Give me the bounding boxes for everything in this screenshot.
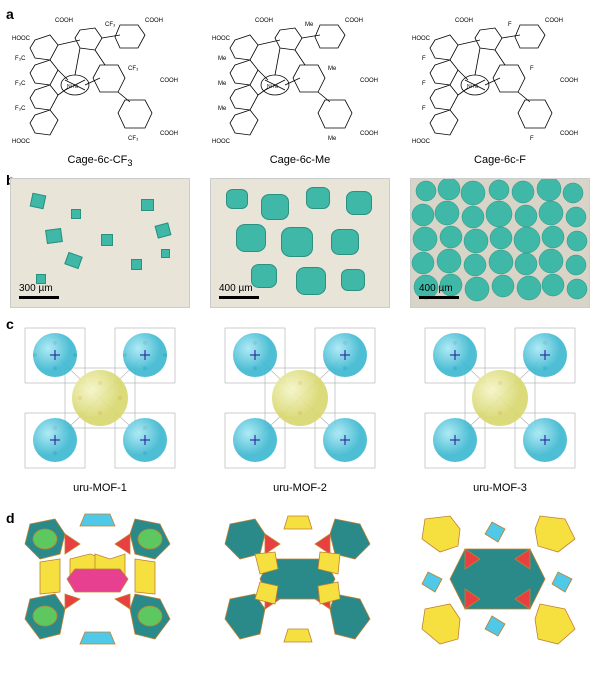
scalebar-1: 400 µm bbox=[219, 283, 259, 299]
svg-text:COOH: COOH bbox=[560, 78, 578, 84]
sub-label: CF₃ bbox=[128, 136, 139, 142]
micro-cell-0: 300 µm bbox=[10, 178, 190, 308]
chem-structure-1: COOH COOH COOH COOH HOOC HOOC Me Me Me M… bbox=[210, 10, 390, 150]
chem-structure-2: COOH COOH COOH COOH HOOC HOOC F F F F F … bbox=[410, 10, 590, 150]
svg-text:Me: Me bbox=[305, 22, 314, 28]
mof-cell-1: uru-MOF-2 bbox=[210, 318, 390, 494]
mof-caption-1: uru-MOF-2 bbox=[210, 482, 390, 494]
scalebar-2: 400 µm bbox=[419, 283, 459, 299]
svg-text:Me: Me bbox=[218, 56, 227, 62]
micro-cell-1: 400 µm bbox=[210, 178, 390, 308]
svg-text:COOH: COOH bbox=[345, 18, 363, 24]
chem-cell-2: COOH COOH COOH COOH HOOC HOOC F F F F F … bbox=[410, 10, 590, 168]
figure: a bbox=[0, 0, 600, 662]
svg-text:HOOC: HOOC bbox=[212, 139, 231, 145]
svg-text:HOOC: HOOC bbox=[412, 36, 431, 42]
row-a: COOH COOH COOH COOH HOOC HOOC F₃C F₃C F₃… bbox=[10, 10, 590, 168]
svg-text:Ni Ni: Ni Ni bbox=[67, 84, 78, 90]
row-c: uru-MOF-1 bbox=[10, 318, 590, 494]
sub-label: CF₃ bbox=[105, 22, 116, 28]
svg-text:COOH: COOH bbox=[360, 131, 378, 137]
svg-text:COOH: COOH bbox=[545, 18, 563, 24]
mof-cell-0: uru-MOF-1 bbox=[10, 318, 190, 494]
cooh-label: HOOC bbox=[12, 36, 31, 42]
cooh-label: COOH bbox=[55, 18, 73, 24]
micrograph-0: 300 µm bbox=[10, 178, 190, 308]
svg-text:F: F bbox=[508, 22, 512, 28]
svg-text:COOH: COOH bbox=[455, 18, 473, 24]
scalebar-0: 300 µm bbox=[19, 283, 59, 299]
cooh-label: COOH bbox=[160, 131, 178, 137]
mof-structure-0 bbox=[10, 318, 190, 478]
sub-label: F₃C bbox=[15, 106, 26, 112]
svg-text:F: F bbox=[530, 66, 534, 72]
mof-structure-1 bbox=[210, 318, 390, 478]
poly-cell-1 bbox=[210, 504, 390, 654]
sub-label: F₃C bbox=[15, 81, 26, 87]
svg-text:F: F bbox=[530, 136, 534, 142]
svg-text:COOH: COOH bbox=[360, 78, 378, 84]
cooh-label: HOOC bbox=[12, 139, 31, 145]
chem-structure-0: COOH COOH COOH COOH HOOC HOOC F₃C F₃C F₃… bbox=[10, 10, 190, 150]
polyhedra-2 bbox=[410, 504, 590, 654]
poly-cell-2 bbox=[410, 504, 590, 654]
svg-text:F: F bbox=[422, 56, 426, 62]
mof-structure-2 bbox=[410, 318, 590, 478]
polyhedra-1 bbox=[210, 504, 390, 654]
mof-cell-2: uru-MOF-3 bbox=[410, 318, 590, 494]
svg-text:Me: Me bbox=[328, 66, 337, 72]
chem-caption-0: Cage-6c-CF3 bbox=[10, 154, 190, 168]
svg-text:HOOC: HOOC bbox=[412, 139, 431, 145]
chem-cell-1: COOH COOH COOH COOH HOOC HOOC Me Me Me M… bbox=[210, 10, 390, 168]
sub-label: F₃C bbox=[15, 56, 26, 62]
svg-text:COOH: COOH bbox=[255, 18, 273, 24]
cooh-label: COOH bbox=[145, 18, 163, 24]
row-d bbox=[10, 504, 590, 654]
polyhedra-0 bbox=[10, 504, 190, 654]
micrograph-2: 400 µm bbox=[410, 178, 590, 308]
svg-text:Me: Me bbox=[218, 106, 227, 112]
svg-text:F: F bbox=[422, 81, 426, 87]
mof-caption-2: uru-MOF-3 bbox=[410, 482, 590, 494]
svg-text:Ni Ni: Ni Ni bbox=[467, 84, 478, 90]
svg-text:COOH: COOH bbox=[560, 131, 578, 137]
svg-text:Me: Me bbox=[328, 136, 337, 142]
svg-text:F: F bbox=[422, 106, 426, 112]
row-b: 300 µm 400 µm bbox=[10, 178, 590, 308]
svg-text:Ni Ni: Ni Ni bbox=[267, 84, 278, 90]
svg-text:Me: Me bbox=[218, 81, 227, 87]
sub-label: CF₃ bbox=[128, 66, 139, 72]
chem-caption-2: Cage-6c-F bbox=[410, 154, 590, 166]
cooh-label: COOH bbox=[160, 78, 178, 84]
micro-cell-2: 400 µm bbox=[410, 178, 590, 308]
micrograph-1: 400 µm bbox=[210, 178, 390, 308]
mof-caption-0: uru-MOF-1 bbox=[10, 482, 190, 494]
chem-cell-0: COOH COOH COOH COOH HOOC HOOC F₃C F₃C F₃… bbox=[10, 10, 190, 168]
svg-text:HOOC: HOOC bbox=[212, 36, 231, 42]
poly-cell-0 bbox=[10, 504, 190, 654]
chem-caption-1: Cage-6c-Me bbox=[210, 154, 390, 166]
